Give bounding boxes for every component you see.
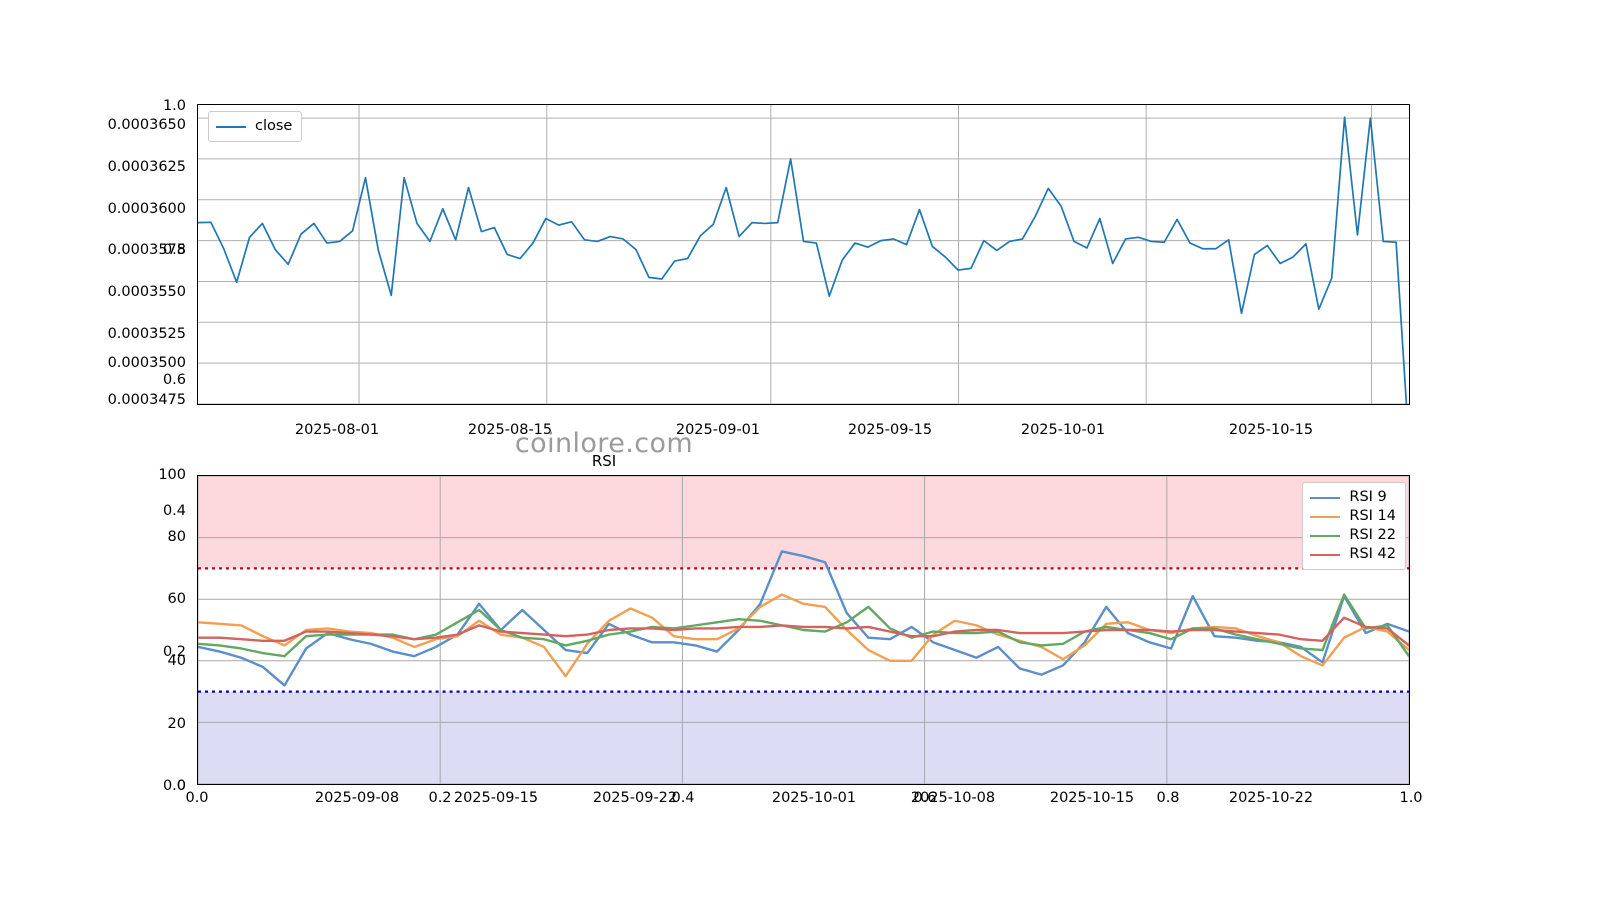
rsi-ytick: 100	[158, 467, 186, 483]
rsi-legend-item[interactable]: RSI 22	[1310, 526, 1396, 545]
rsi-band	[198, 476, 1409, 569]
legend-label: RSI 9	[1349, 489, 1387, 506]
price-chart-legend: close	[208, 111, 303, 142]
coinlore-watermark: coinlore.com	[514, 428, 694, 459]
price-xtick: 2025-08-01	[294, 422, 380, 438]
rsi-ytick-secondary: 0.2	[162, 644, 186, 660]
rsi-band	[198, 691, 1409, 784]
price-xtick: 2025-09-15	[847, 422, 933, 438]
price-xtick: 2025-10-01	[1020, 422, 1106, 438]
rsi-xtick-secondary: 0.2	[428, 790, 452, 806]
rsi-xtick: 2025-10-01	[771, 790, 857, 806]
rsi-chart-plot-area: RSI 9 RSI 14 RSI 22 RSI 42	[197, 475, 1410, 785]
rsi-xtick: 2025-09-15	[453, 790, 539, 806]
rsi-xtick-secondary: 0.4	[671, 790, 695, 806]
legend-color-swatch	[1310, 553, 1341, 556]
rsi-xtick-secondary: 0.6	[913, 790, 937, 806]
rsi-ytick: 40	[167, 653, 186, 669]
price-ytick-secondary: 0.8	[162, 242, 186, 258]
legend-label: RSI 42	[1349, 546, 1396, 563]
rsi-xtick: 2025-10-22	[1228, 790, 1314, 806]
rsi-xtick: 2025-10-08	[910, 790, 996, 806]
rsi-chart-title: RSI	[591, 452, 617, 470]
price-legend-item[interactable]: close	[216, 117, 292, 136]
rsi-series-line	[198, 616, 1409, 647]
price-ytick-secondary: 1.0	[162, 98, 186, 114]
price-ytick: 0.0003500	[107, 355, 186, 371]
price-ytick-secondary: 0.6	[162, 372, 186, 388]
rsi-xtick: 2025-10-15	[1049, 790, 1135, 806]
rsi-xtick-secondary: 0.8	[1156, 790, 1180, 806]
legend-color-swatch	[216, 125, 246, 128]
price-close-line	[198, 116, 1408, 404]
rsi-ytick: 0	[176, 778, 186, 794]
legend-label: RSI 14	[1349, 508, 1396, 525]
price-ytick: 0.0003550	[107, 284, 186, 300]
rsi-ytick: 80	[167, 529, 186, 545]
price-chart-plot-area	[197, 104, 1410, 405]
rsi-ytick: 60	[167, 591, 186, 607]
price-xtick: 2025-10-15	[1228, 422, 1314, 438]
price-xtick: 2025-09-01	[675, 422, 761, 438]
rsi-chart-svg	[198, 476, 1409, 784]
rsi-legend-item[interactable]: RSI 14	[1310, 507, 1396, 526]
rsi-ytick-secondary: 0.4	[162, 503, 186, 519]
legend-label: close	[255, 118, 293, 135]
rsi-xtick-secondary: 1.0	[1399, 790, 1423, 806]
rsi-legend-item[interactable]: RSI 42	[1310, 545, 1396, 564]
legend-color-swatch	[1310, 534, 1341, 537]
price-ytick: 0.0003525	[107, 326, 186, 342]
price-chart-svg	[198, 105, 1409, 404]
rsi-xtick: 2025-09-22	[592, 790, 678, 806]
rsi-legend-item[interactable]: RSI 9	[1310, 488, 1396, 507]
rsi-chart-legend: RSI 9 RSI 14 RSI 22 RSI 42	[1302, 482, 1406, 570]
price-xtick: 2025-08-15	[467, 422, 553, 438]
rsi-series-line	[198, 550, 1409, 687]
price-ytick: 0.0003575	[107, 242, 186, 258]
legend-label: RSI 22	[1349, 527, 1396, 544]
legend-color-swatch	[1310, 515, 1341, 518]
price-ytick: 0.0003475	[107, 392, 186, 408]
rsi-xtick-secondary: 0.0	[185, 790, 209, 806]
price-ytick: 0.0003600	[107, 201, 186, 217]
price-ytick: 0.0003650	[107, 117, 186, 133]
rsi-ytick-secondary: 0.0	[162, 778, 186, 794]
rsi-xtick: 2025-09-08	[314, 790, 400, 806]
rsi-ytick: 20	[167, 716, 186, 732]
legend-color-swatch	[1310, 496, 1341, 499]
price-ytick: 0.0003625	[107, 159, 186, 175]
